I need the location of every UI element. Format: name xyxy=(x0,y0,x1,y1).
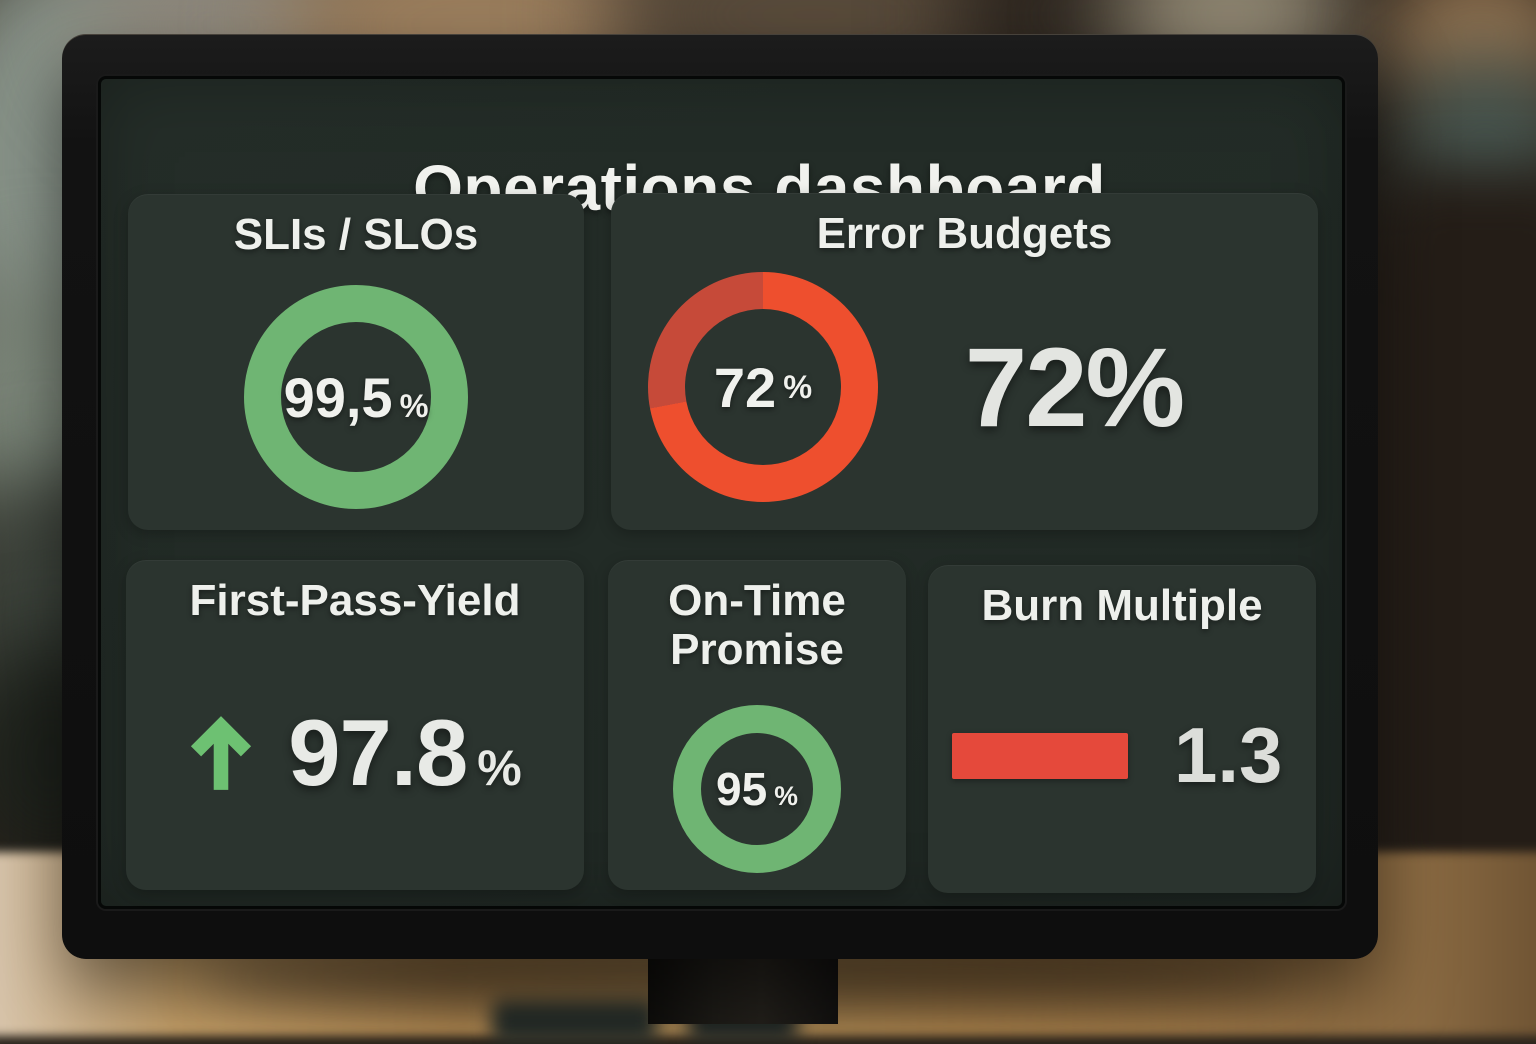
on-time-gauge-ring: 95% xyxy=(673,704,841,873)
error-budget-ring-value: 72% xyxy=(713,355,813,419)
error-budget-content: 72% 72% xyxy=(611,258,1318,530)
card-burn-multiple: Burn Multiple 1.3 xyxy=(928,565,1316,893)
card-error-budgets: Error Budgets 72% 72% xyxy=(611,193,1318,530)
card-title: First-Pass-Yield xyxy=(189,576,521,625)
card-title: Burn Multiple xyxy=(981,581,1263,630)
dashboard-screen: Operations dashboard SLIs / SLOs 99,5% E… xyxy=(98,76,1345,909)
card-title: SLIs / SLOs xyxy=(233,210,479,259)
card-first-pass-yield: First-Pass-Yield 97.8 % xyxy=(126,560,584,890)
sli-gauge-ring: 99,5% xyxy=(244,285,468,510)
first-pass-yield-value: 97.8 % xyxy=(288,699,522,805)
card-title: On-Time Promise xyxy=(668,576,846,675)
background-blob xyxy=(1375,170,1536,910)
monitor-stand-neck xyxy=(648,946,838,1024)
on-time-value: 95% xyxy=(716,762,798,815)
sli-value: 99,5% xyxy=(283,365,429,429)
card-slis-slos: SLIs / SLOs 99,5% xyxy=(128,194,584,530)
burn-multiple-value: 1.3 xyxy=(1174,711,1283,800)
burn-multiple-bar-indicator xyxy=(952,732,1128,779)
monitor-bezel: Operations dashboard SLIs / SLOs 99,5% E… xyxy=(62,34,1378,959)
card-title: Error Budgets xyxy=(816,209,1113,258)
monitor-stand-foot xyxy=(492,1000,657,1044)
error-budget-big-value: 72% xyxy=(964,324,1185,450)
burn-multiple-content: 1.3 xyxy=(928,630,1316,893)
trend-up-arrow-icon xyxy=(191,715,252,790)
first-pass-yield-content: 97.8 % xyxy=(126,625,584,890)
card-on-time-promise: On-Time Promise 95% xyxy=(608,560,906,890)
error-budget-donut: 72% xyxy=(648,272,878,503)
